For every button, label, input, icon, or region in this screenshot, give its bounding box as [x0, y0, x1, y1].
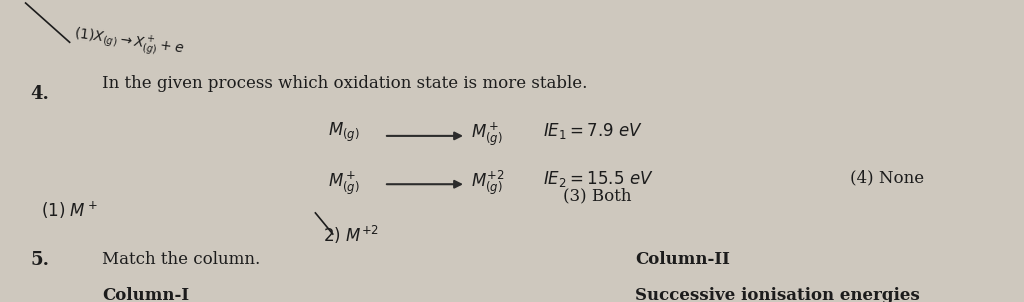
Text: Match the column.: Match the column. [102, 251, 261, 268]
Text: $(1)X_{(g)} \rightarrow X^+_{(g)} + e$: $(1)X_{(g)} \rightarrow X^+_{(g)} + e$ [72, 24, 184, 63]
Text: In the given process which oxidation state is more stable.: In the given process which oxidation sta… [102, 76, 588, 92]
Text: $M^{+2}_{(g)}$: $M^{+2}_{(g)}$ [471, 169, 505, 198]
Text: (4) None: (4) None [850, 169, 924, 186]
Text: $M^+_{(g)}$: $M^+_{(g)}$ [328, 169, 359, 197]
Text: (3) Both: (3) Both [563, 187, 632, 204]
Text: $IE_1 = 7.9\ eV$: $IE_1 = 7.9\ eV$ [543, 121, 643, 141]
Text: 5.: 5. [31, 251, 50, 269]
Text: $(1)\ M^+$: $(1)\ M^+$ [41, 199, 98, 221]
Text: 4.: 4. [31, 85, 49, 103]
Text: $IE_2 = 15.5\ eV$: $IE_2 = 15.5\ eV$ [543, 169, 653, 189]
Text: $M^+_{(g)}$: $M^+_{(g)}$ [471, 121, 503, 148]
Text: Successive ionisation energies: Successive ionisation energies [635, 287, 920, 302]
Text: $2)\ M^{+2}$: $2)\ M^{+2}$ [323, 223, 379, 246]
Text: Column-II: Column-II [635, 251, 730, 268]
Text: Column-I: Column-I [102, 287, 189, 302]
Text: $M_{(g)}$: $M_{(g)}$ [328, 121, 359, 144]
